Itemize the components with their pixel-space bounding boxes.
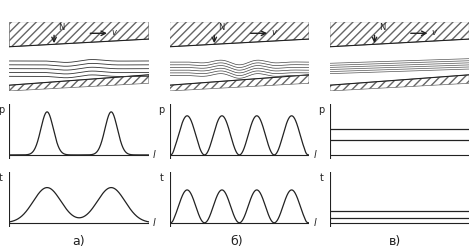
Polygon shape [330, 23, 469, 48]
Text: v: v [272, 28, 276, 37]
Polygon shape [170, 76, 309, 91]
Text: N: N [58, 23, 64, 32]
Text: а): а) [73, 234, 85, 247]
Text: б): б) [231, 234, 243, 247]
Polygon shape [170, 23, 309, 48]
Text: p: p [158, 105, 164, 114]
Text: t: t [319, 172, 324, 182]
Text: l: l [153, 150, 156, 160]
Text: l: l [153, 217, 156, 227]
Text: p: p [0, 105, 4, 114]
Polygon shape [9, 23, 149, 48]
Text: p: p [319, 105, 325, 114]
Text: l: l [313, 217, 316, 227]
Text: t: t [159, 172, 163, 182]
Polygon shape [330, 76, 469, 91]
Text: N: N [219, 23, 225, 32]
Text: l: l [313, 150, 316, 160]
Text: N: N [379, 23, 385, 32]
Polygon shape [9, 76, 149, 91]
Text: v: v [432, 28, 437, 37]
Text: в): в) [389, 234, 401, 247]
Text: v: v [111, 28, 116, 37]
Text: t: t [0, 172, 3, 182]
